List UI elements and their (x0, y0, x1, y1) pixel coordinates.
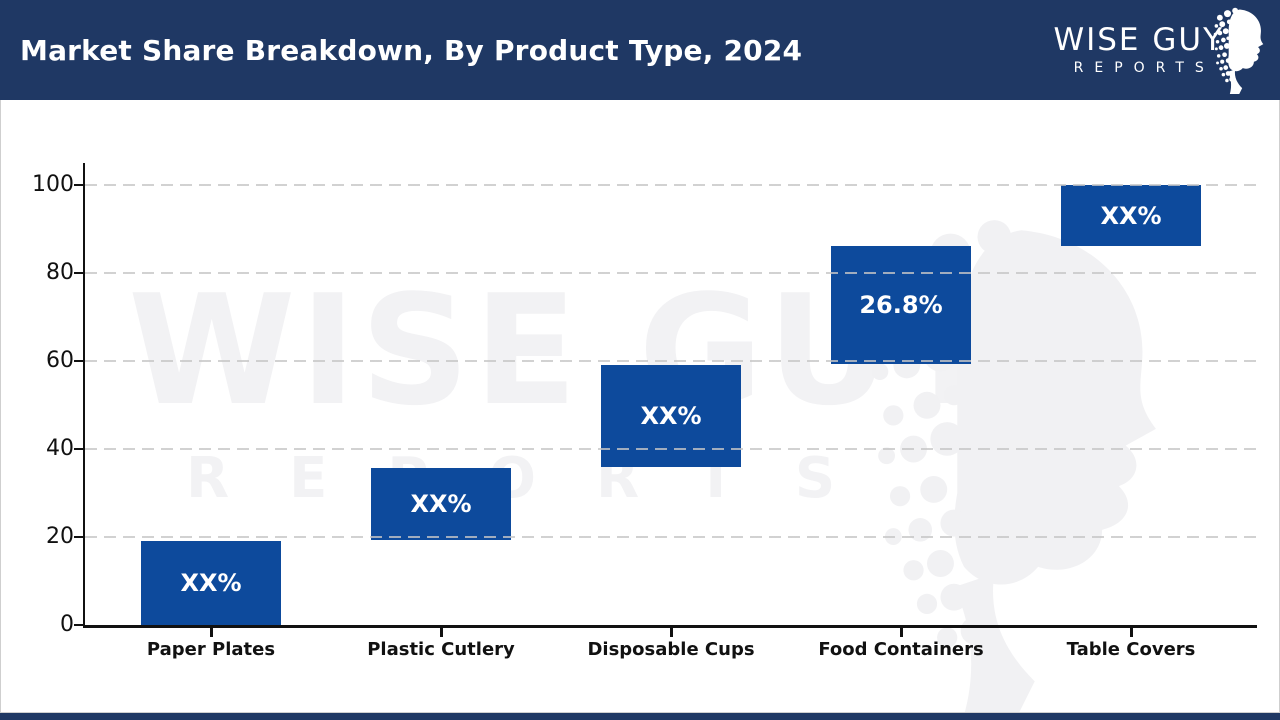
bar-value-label: XX% (180, 568, 242, 597)
y-tick-label: 0 (60, 612, 74, 637)
y-tick-label: 80 (46, 260, 74, 285)
x-axis-line (83, 625, 1257, 628)
y-axis-line (83, 163, 85, 628)
waterfall-bar: XX% (601, 364, 741, 468)
y-tick-mark (74, 272, 84, 274)
x-tick-mark (1129, 628, 1133, 637)
bar-value-label: XX% (410, 489, 472, 518)
y-tick-mark (74, 536, 84, 538)
footer-band (0, 713, 1280, 720)
y-tick-mark (74, 448, 84, 450)
category-label: Paper Plates (146, 639, 276, 660)
logo-subtitle: REPORTS (1073, 59, 1215, 76)
gridline (85, 184, 1257, 186)
y-tick-label: 100 (32, 172, 74, 197)
logo-wordmark: WISE GUY (1053, 22, 1224, 59)
category-label: Plastic Cutlery (367, 639, 515, 660)
category-label: Food Containers (818, 639, 984, 660)
waterfall-bar: 26.8% (831, 246, 971, 365)
waterfall-bar: XX% (1061, 185, 1201, 247)
y-tick-label: 60 (46, 348, 74, 373)
chart-title: Market Share Breakdown, By Product Type,… (20, 33, 803, 67)
x-tick-mark (669, 628, 673, 637)
head-profile-icon (1213, 7, 1264, 94)
y-tick-mark (74, 184, 84, 186)
watermark-subtitle: REPORTS (186, 446, 896, 511)
y-tick-mark (74, 624, 84, 626)
x-tick-mark (209, 628, 213, 637)
y-tick-mark (74, 360, 84, 362)
gridline (85, 272, 1257, 274)
page-border-left (0, 100, 1, 713)
category-label: Disposable Cups (587, 639, 755, 660)
page-border-bottom (0, 712, 1280, 713)
bar-value-label: XX% (1100, 201, 1162, 230)
x-tick-mark (439, 628, 443, 637)
waterfall-bar: XX% (371, 467, 511, 541)
wiseguy-logo-text: WISE GUY REPORTS (1053, 24, 1224, 76)
wiseguy-logo: WISE GUY REPORTS (1053, 0, 1272, 100)
bar-value-label: XX% (640, 401, 702, 430)
header-band: Market Share Breakdown, By Product Type,… (0, 0, 1280, 100)
gridline (85, 448, 1257, 450)
gridline (85, 360, 1257, 362)
y-tick-label: 40 (46, 436, 74, 461)
category-label: Table Covers (1066, 639, 1196, 660)
y-tick-label: 20 (46, 524, 74, 549)
gridline (85, 536, 1257, 538)
x-tick-mark (899, 628, 903, 637)
bar-value-label: 26.8% (859, 291, 943, 320)
waterfall-bar: XX% (141, 540, 281, 625)
